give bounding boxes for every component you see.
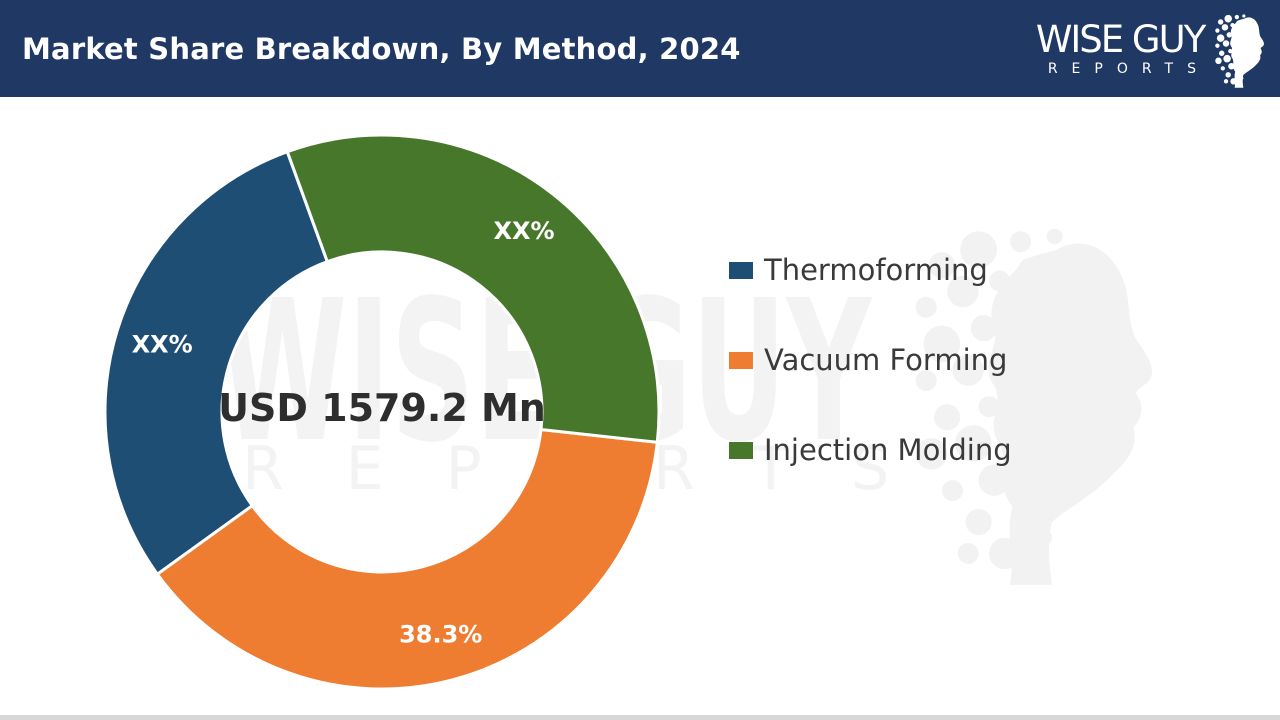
bottom-border (0, 715, 1280, 720)
brand-logo: WISE GUY REPORTS (1036, 0, 1266, 97)
header-bar: Market Share Breakdown, By Method, 2024 … (0, 0, 1280, 97)
brand-logo-text: WISE GUY REPORTS (1036, 21, 1210, 76)
brand-face-icon (1215, 13, 1264, 88)
donut-center-value: USD 1579.2 Mn (218, 386, 546, 430)
chart-legend: Thermoforming Vacuum Forming Injection M… (729, 253, 1012, 523)
segment-label-injection-molding: XX% (493, 217, 554, 245)
legend-label-vacuum-forming: Vacuum Forming (764, 342, 1008, 377)
legend-label-thermoforming: Thermoforming (764, 252, 988, 287)
brand-name: WISE GUY (1035, 18, 1206, 61)
legend-item-vacuum-forming: Vacuum Forming (729, 343, 1012, 377)
donut-segment-injection-molding (285, 133, 661, 444)
legend-swatch-vacuum-forming (729, 351, 753, 369)
page-title: Market Share Breakdown, By Method, 2024 (22, 31, 741, 66)
brand-tagline: REPORTS (1047, 61, 1210, 77)
donut-segment-thermoforming (103, 150, 329, 576)
donut-segment-vacuum-forming (155, 428, 659, 691)
legend-label-injection-molding: Injection Molding (764, 432, 1012, 467)
segment-label-thermoforming: XX% (132, 330, 193, 358)
legend-swatch-injection-molding (729, 441, 753, 459)
legend-item-injection-molding: Injection Molding (729, 433, 1012, 467)
legend-item-thermoforming: Thermoforming (729, 253, 1012, 287)
segment-label-vacuum-forming: 38.3% (399, 620, 482, 648)
legend-swatch-thermoforming (729, 261, 753, 279)
